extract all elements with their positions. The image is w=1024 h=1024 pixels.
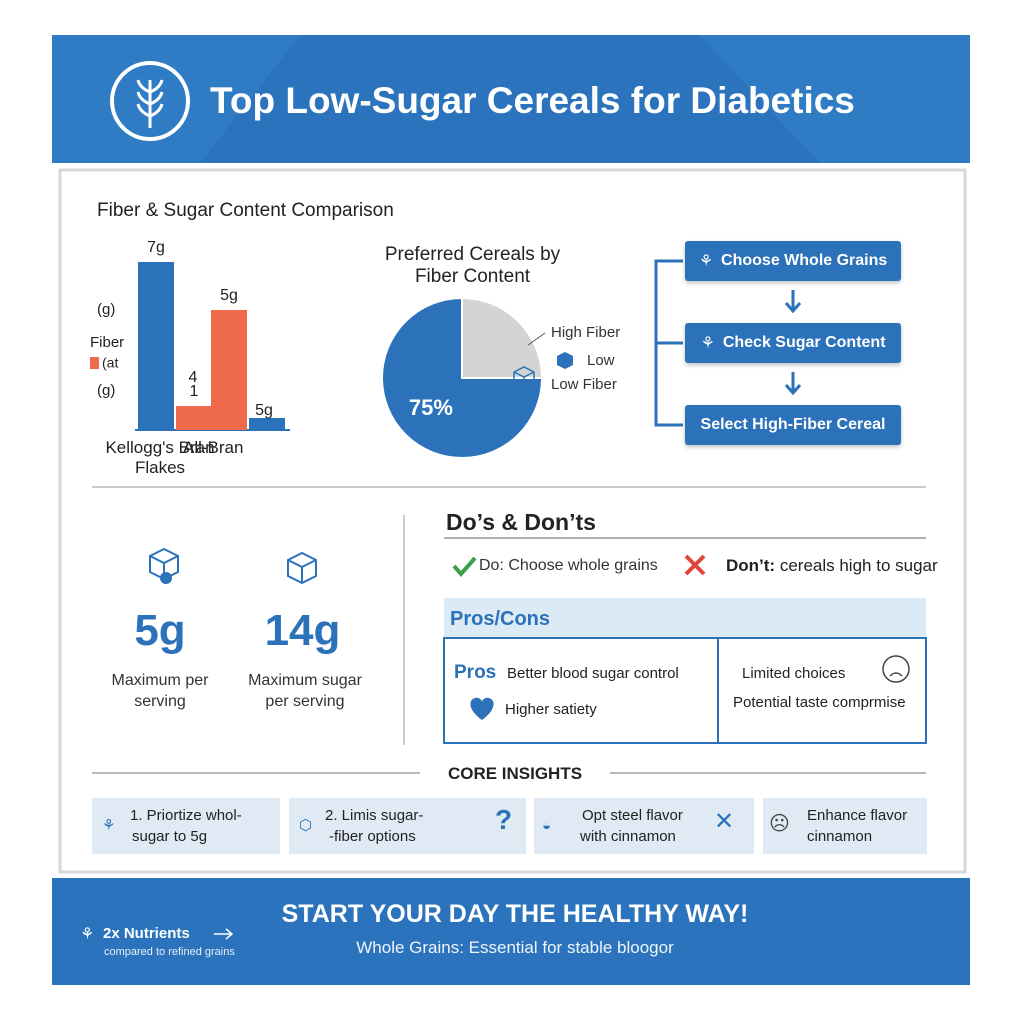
insight-card: ◒ Opt steel flavor with cinnamon ✕ <box>534 798 754 854</box>
main-panel <box>58 168 967 874</box>
footer-subtitle: Whole Grains: Essential for stable bloog… <box>356 938 674 957</box>
value-label: 75% <box>409 395 453 420</box>
sad-mouth <box>889 672 903 677</box>
dont-item: Don’t: cereals high to sugar <box>726 556 938 576</box>
stat-value: 14g <box>264 606 341 655</box>
insight-line: 2. Limis sugar- <box>325 807 424 824</box>
footer-band <box>52 878 970 985</box>
cross-icon <box>684 554 706 576</box>
dont-prefix: Don’t: <box>726 556 776 575</box>
flow-step-text: Choose Whole Grains <box>721 252 888 269</box>
value-label: 7g <box>147 239 165 256</box>
legend-label: (at <box>102 355 118 371</box>
x-tick-label: All-Bran <box>183 438 244 457</box>
footer-stat-note: compared to refined grains <box>104 946 235 958</box>
flow-step: ⚘ Choose Whole Grains <box>685 241 901 281</box>
axis-label: (g) <box>97 301 115 318</box>
leader <box>527 332 546 346</box>
chart-title: Preferred Cereals by Fiber Content <box>384 244 561 287</box>
footer-stat: 2x Nutrients <box>103 925 190 942</box>
x-tick-label: Kellogg's Bran Flakes <box>105 438 215 477</box>
pros-cons-header <box>444 598 926 638</box>
flow-step-text: Check Sugar Content <box>722 334 886 351</box>
stat-label: Maximum per serving <box>111 672 209 710</box>
footer-headline: START YOUR DAY THE HEALTHY WAY! <box>281 900 749 928</box>
sad-icon <box>882 655 910 683</box>
section-title: Do’s & Don’ts <box>446 509 596 535</box>
legend-label: Fiber <box>90 334 124 351</box>
cons-item: Potential taste comprmise <box>733 694 906 711</box>
charts: 7g 1 5g (g) (g) Fiber (at 4 5g 75% High Fiber Low Lo… <box>90 239 620 459</box>
flow-step: ⚘ Check Sugar Content <box>685 323 901 363</box>
flow-step: Select High-Fiber Cereal <box>685 405 901 445</box>
pros-item: Better blood sugar control <box>507 665 679 682</box>
legend-cube <box>513 366 535 389</box>
insight-card: ⬡ 2. Limis sugar- -fiber options? <box>289 798 526 854</box>
insight-card: ☹ Enhance flavor cinnamon <box>763 798 927 854</box>
heart-icon <box>470 697 494 720</box>
insight-line: sugar to 5g <box>132 828 208 845</box>
footer-icon: ⚘ <box>80 926 95 943</box>
annotation: 4 <box>189 369 198 386</box>
insight-line: Opt steel flavor <box>582 807 683 824</box>
check-icon <box>452 556 477 578</box>
pros-item: Higher satiety <box>505 701 597 718</box>
footer-arrow <box>214 928 234 940</box>
value-label: 5g <box>220 287 238 304</box>
bar <box>249 418 285 430</box>
insight-line: Enhance flavor <box>807 807 908 824</box>
axis-label: (g) <box>97 382 115 399</box>
annotation: 5g <box>255 402 273 419</box>
bar <box>176 406 212 430</box>
chart-title: Fiber & Sugar Content Comparison <box>97 200 394 221</box>
do-item: Do: Choose whole grains <box>479 557 658 575</box>
annotation: Low <box>587 352 615 369</box>
do-text: Choose whole grains <box>508 557 658 574</box>
page-title: Top Low-Sugar Cereals for Diabetics <box>210 80 855 121</box>
stat-label: Maximum sugar per serving <box>248 672 362 710</box>
insight-line: 1. Priortize whol- <box>130 807 242 824</box>
pros-label: Pros <box>454 662 497 683</box>
header-pattern <box>700 35 970 163</box>
stat-value: 5g <box>134 606 186 655</box>
cube-icon <box>149 547 317 585</box>
pie-slice <box>461 296 544 379</box>
legend-label: Low Fiber <box>551 376 617 393</box>
insight-card: ⚘ 1. Priortize whol-sugar to 5g <box>92 798 280 854</box>
legend-hex <box>557 352 573 369</box>
cons-item: Limited choices <box>742 665 846 682</box>
insight-line: -fiber options <box>329 828 416 845</box>
logo-circle <box>110 61 190 141</box>
pros-cons-title: Pros/Cons <box>450 608 551 630</box>
flow-bracket <box>654 259 802 427</box>
pros-cons-box <box>443 637 927 744</box>
flow-step-text: Select High-Fiber Cereal <box>700 416 886 433</box>
legend-swatch <box>90 357 99 369</box>
insight-line: cinnamon <box>807 828 873 845</box>
value-label: 1 <box>190 383 199 400</box>
cube-badge <box>160 572 172 584</box>
legend-label: High Fiber <box>551 324 620 341</box>
do-prefix: Do: <box>479 557 504 574</box>
bar <box>211 310 247 430</box>
bar <box>138 262 174 430</box>
dont-text: cereals high to sugar <box>779 556 938 575</box>
wheat-icon <box>136 79 164 128</box>
section-title: CORE INSIGHTS <box>447 764 583 783</box>
insight-line: with cinnamon <box>580 828 676 845</box>
header-pattern <box>52 35 300 163</box>
